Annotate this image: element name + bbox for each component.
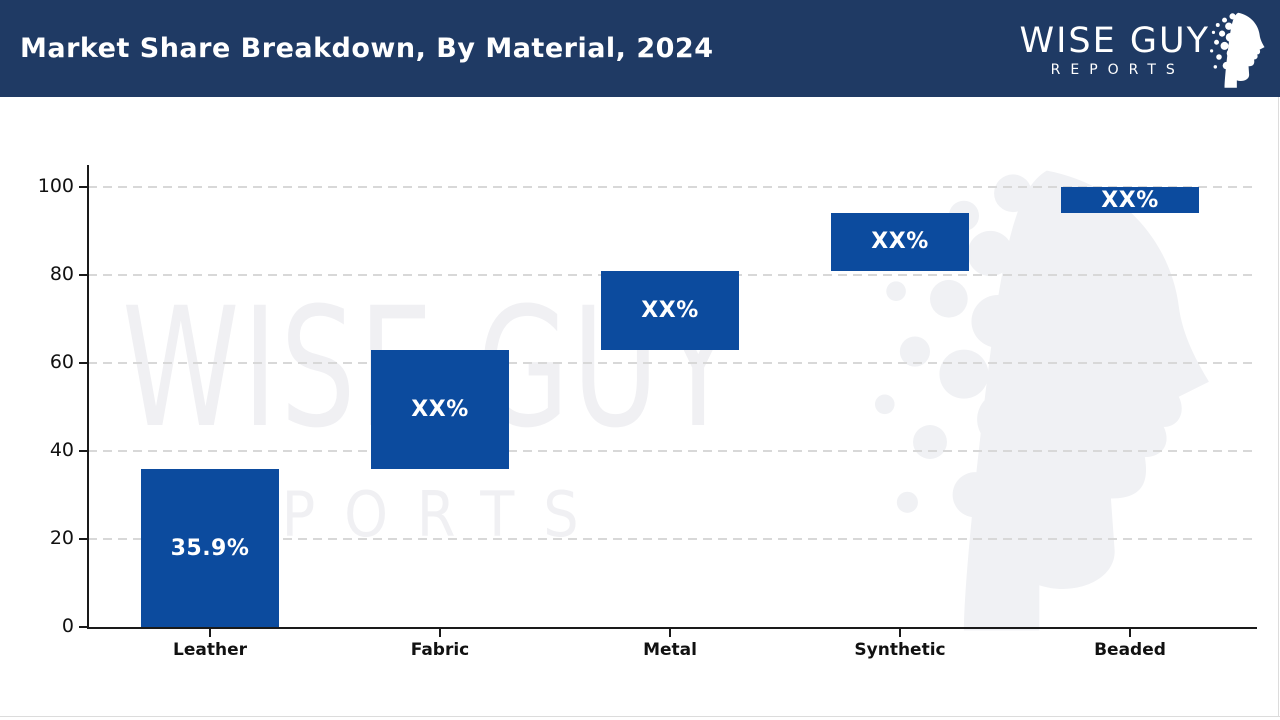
right-divider [1278,97,1279,717]
x-category-label-fabric: Fabric [410,640,470,660]
y-axis [87,165,89,628]
x-category-label-beaded: Beaded [1094,640,1166,660]
x-tick-metal [669,629,671,637]
bar-value-label: XX% [411,396,469,422]
x-tick-synthetic [899,629,901,637]
brand-logo: WISE GUY REPORTS [1019,6,1266,92]
bar-value-label: 35.9% [170,535,250,561]
gridline-y-60 [88,362,1258,364]
header-bar: Market Share Breakdown, By Material, 202… [0,0,1280,97]
page-title: Market Share Breakdown, By Material, 202… [20,33,714,64]
bar-value-label: XX% [641,297,699,323]
bar-metal: XX% [601,270,739,350]
gridline-y-20 [88,538,1258,540]
gridline-y-40 [88,450,1258,452]
bar-value-label: XX% [871,229,929,255]
y-tick-100 [79,186,87,188]
y-tick-label-20: 20 [49,527,74,549]
brand-logo-text: WISE GUY REPORTS [1019,21,1210,78]
x-category-label-synthetic: Synthetic [854,640,946,660]
y-tick-0 [79,626,87,628]
y-tick-20 [79,538,87,540]
bar-value-label: XX% [1101,187,1159,213]
bottom-divider [0,716,1280,717]
bar-beaded: XX% [1061,187,1199,214]
x-tick-beaded [1129,629,1131,637]
x-category-label-leather: Leather [173,640,247,660]
y-tick-label-0: 0 [61,615,74,637]
y-tick-label-80: 80 [49,263,74,285]
bar-synthetic: XX% [831,213,969,271]
y-tick-label-40: 40 [49,439,74,461]
x-tick-fabric [439,629,441,637]
y-tick-80 [79,274,87,276]
x-tick-leather [209,629,211,637]
y-tick-label-100: 100 [37,175,74,197]
x-category-label-metal: Metal [643,640,697,660]
bar-fabric: XX% [371,349,509,470]
brand-head-icon [1210,12,1265,88]
brand-subname: REPORTS [1050,61,1185,78]
y-tick-40 [79,450,87,452]
brand-name: WISE GUY [1019,20,1210,61]
gridline-y-100 [88,186,1258,188]
y-tick-60 [79,362,87,364]
bar-leather: 35.9% [141,469,279,627]
y-tick-label-60: 60 [49,351,74,373]
x-axis [87,627,1257,629]
